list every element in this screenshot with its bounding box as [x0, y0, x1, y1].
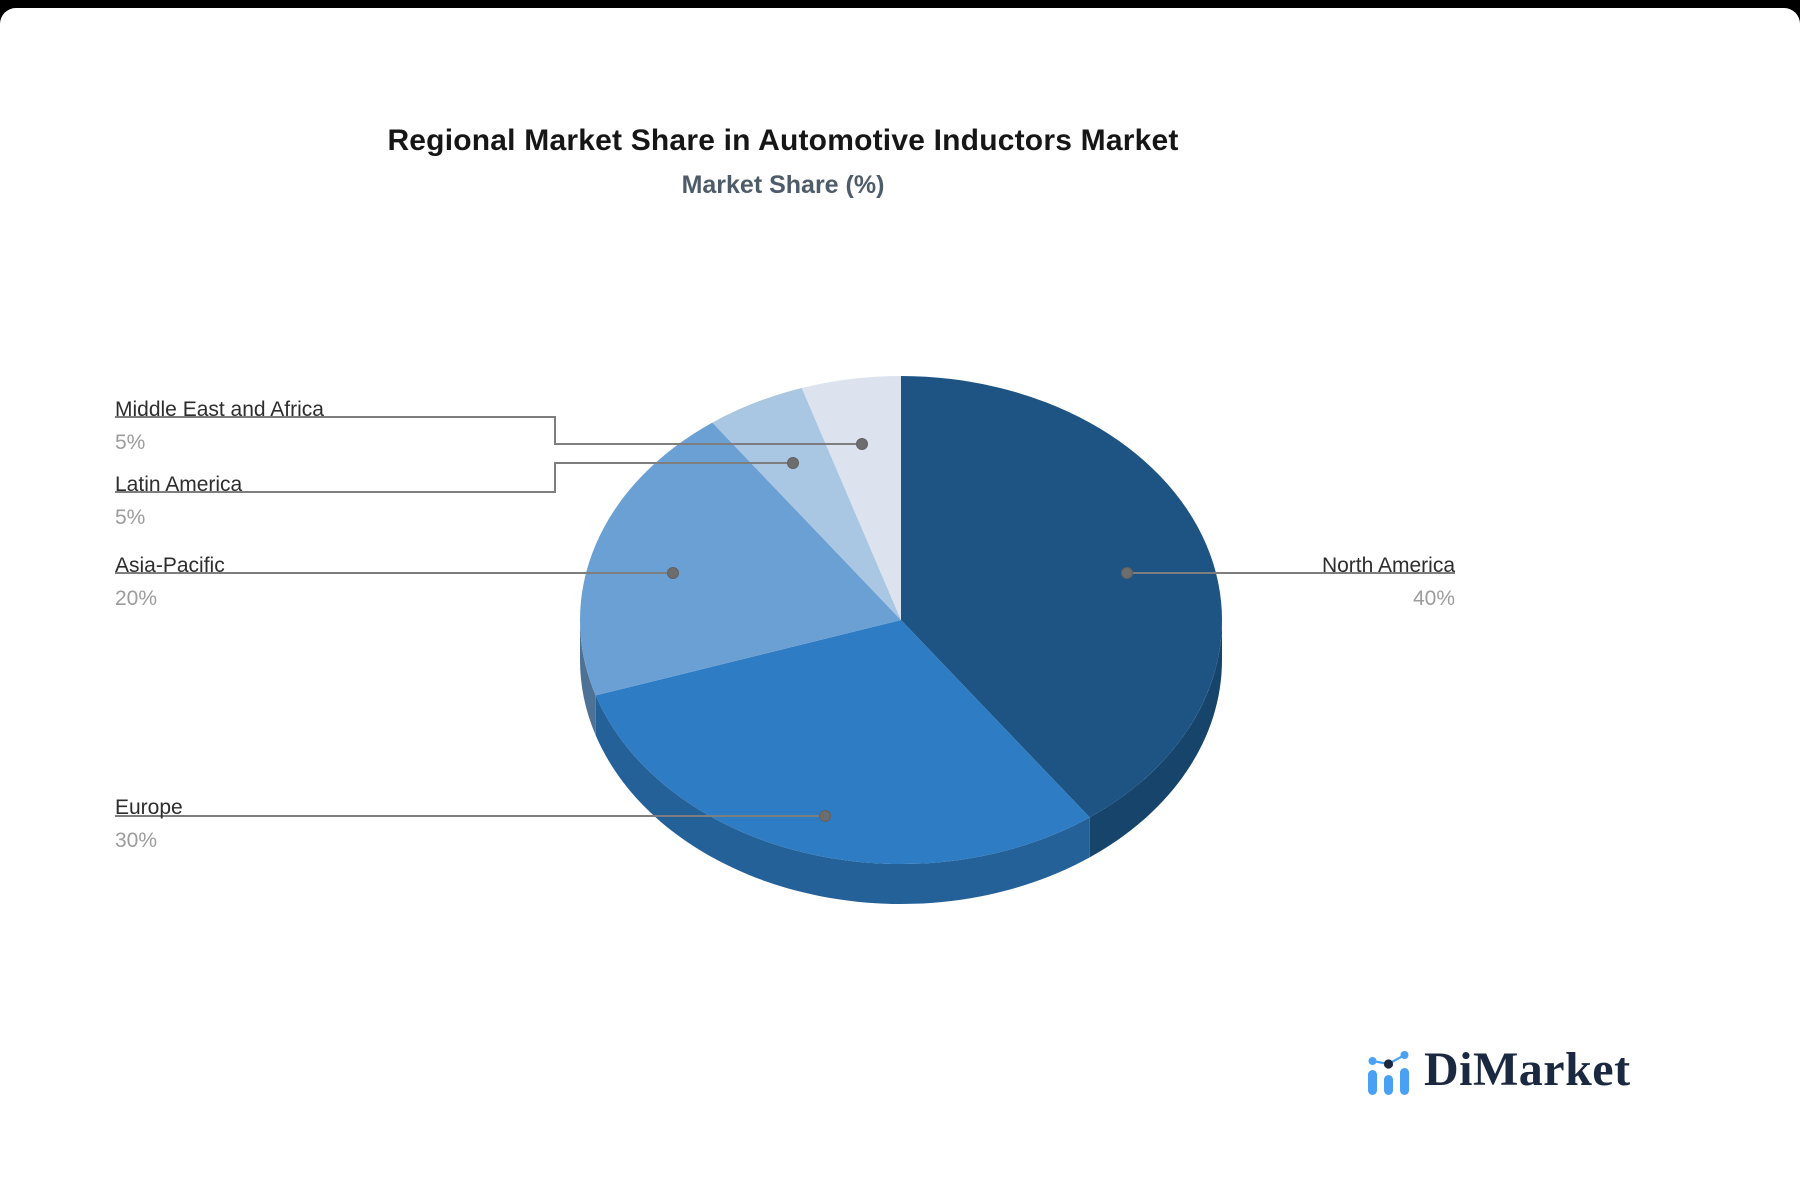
pie-slice-europe[interactable] — [595, 620, 1090, 864]
dimarket-logo-icon — [1368, 1051, 1409, 1095]
dimarket-logo: DiMarket — [1367, 1044, 1647, 1100]
slice-label-latin-america: Latin America — [115, 473, 243, 496]
leader-dot-middle-east-and-africa — [856, 438, 868, 450]
leader-dot-north-america — [1121, 567, 1133, 579]
slice-value-asia-pacific: 20% — [115, 587, 158, 610]
pie-slice-side-europe — [595, 695, 1090, 904]
leader-line-middle-east-and-africa — [115, 416, 862, 445]
report-sheet: Regional Market Share in Automotive Indu… — [0, 8, 1800, 1196]
dimarket-logo-text: DiMarket — [1424, 1043, 1631, 1096]
leader-dot-europe — [819, 810, 831, 822]
slice-label-asia-pacific: Asia-Pacific — [115, 554, 225, 577]
pie-slice-side-asia-pacific — [580, 620, 596, 736]
slice-label-europe: Europe — [115, 796, 183, 819]
pie-slice-side-north-america — [1089, 620, 1222, 858]
slice-value-north-america: 40% — [1412, 587, 1455, 610]
leader-dot-latin-america — [787, 457, 799, 469]
pie-slice-latin-america[interactable] — [712, 387, 901, 620]
slice-value-europe: 30% — [115, 829, 158, 852]
pie-slice-north-america[interactable] — [901, 376, 1222, 818]
pie-chart — [115, 376, 1455, 904]
pie-slice-middle-east-and-africa[interactable] — [801, 376, 901, 620]
leader-line-latin-america — [115, 462, 793, 493]
leader-dot-asia-pacific — [667, 567, 679, 579]
slice-label-middle-east-and-africa: Middle East and Africa — [115, 398, 324, 421]
slice-value-latin-america: 5% — [115, 506, 146, 529]
slice-label-north-america: North America — [1321, 554, 1455, 577]
slice-value-middle-east-and-africa: 5% — [115, 431, 146, 454]
chart-title: Regional Market Share in Automotive Indu… — [387, 124, 1179, 157]
pie-slice-asia-pacific[interactable] — [580, 422, 901, 696]
chart-subtitle: Market Share (%) — [681, 171, 885, 199]
